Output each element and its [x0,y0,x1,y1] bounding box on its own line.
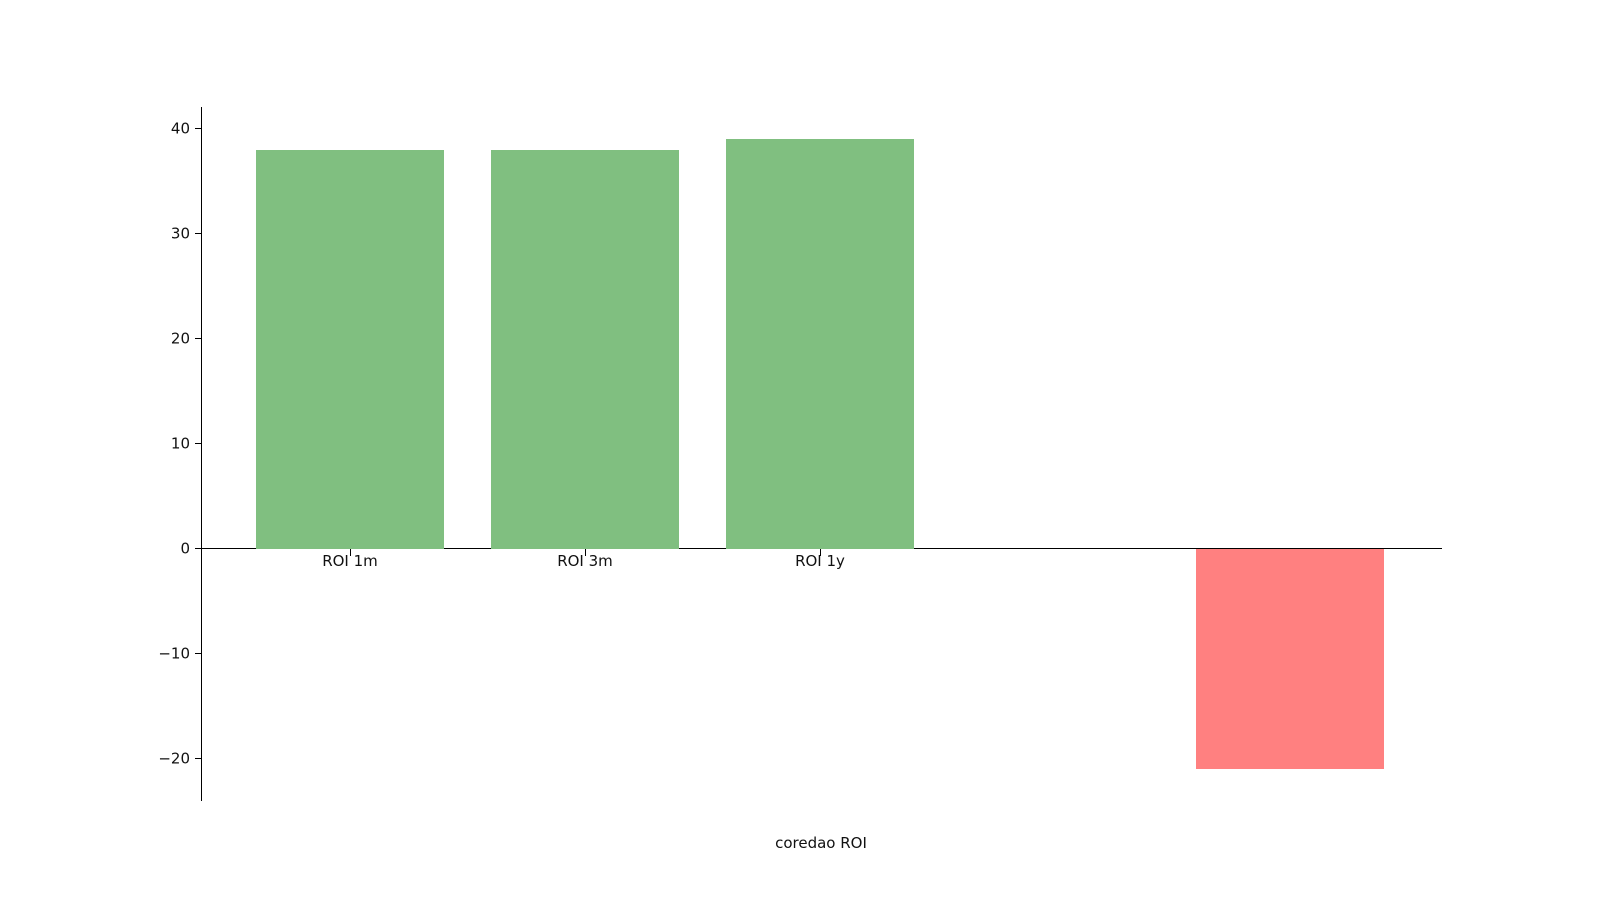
y-axis-tick [195,443,202,444]
x-axis-tick-label: ROI 3m [557,552,613,570]
y-axis-tick [195,338,202,339]
y-axis-tick-label: −10 [158,644,190,662]
y-axis-tick-label: −20 [158,749,190,767]
x-axis-tick [584,548,586,556]
bar-slot-1 [256,149,444,549]
x-axis-tick [819,548,821,556]
chart-title: coredao ROI [775,834,867,852]
bar-slot-5 [1196,548,1384,769]
y-axis-tick [195,548,202,549]
y-axis-tick-label: 40 [170,119,190,137]
y-axis-tick [195,758,202,759]
y-axis-tick [195,233,202,234]
x-axis-zero-line [201,548,1442,549]
y-axis-tick [195,128,202,129]
y-axis-tick-label: 20 [170,329,190,347]
y-axis-line [201,107,202,801]
x-axis-tick-label: ROI 1y [795,552,845,570]
bar-slot-2 [491,149,679,549]
bar-slot-3 [726,139,914,549]
x-axis-tick-label: ROI 1m [322,552,378,570]
x-axis-tick [349,548,351,556]
y-axis-tick-label: 0 [180,539,190,557]
y-axis-tick-label: 10 [170,434,190,452]
y-axis-tick-label: 30 [170,224,190,242]
y-axis-tick [195,653,202,654]
